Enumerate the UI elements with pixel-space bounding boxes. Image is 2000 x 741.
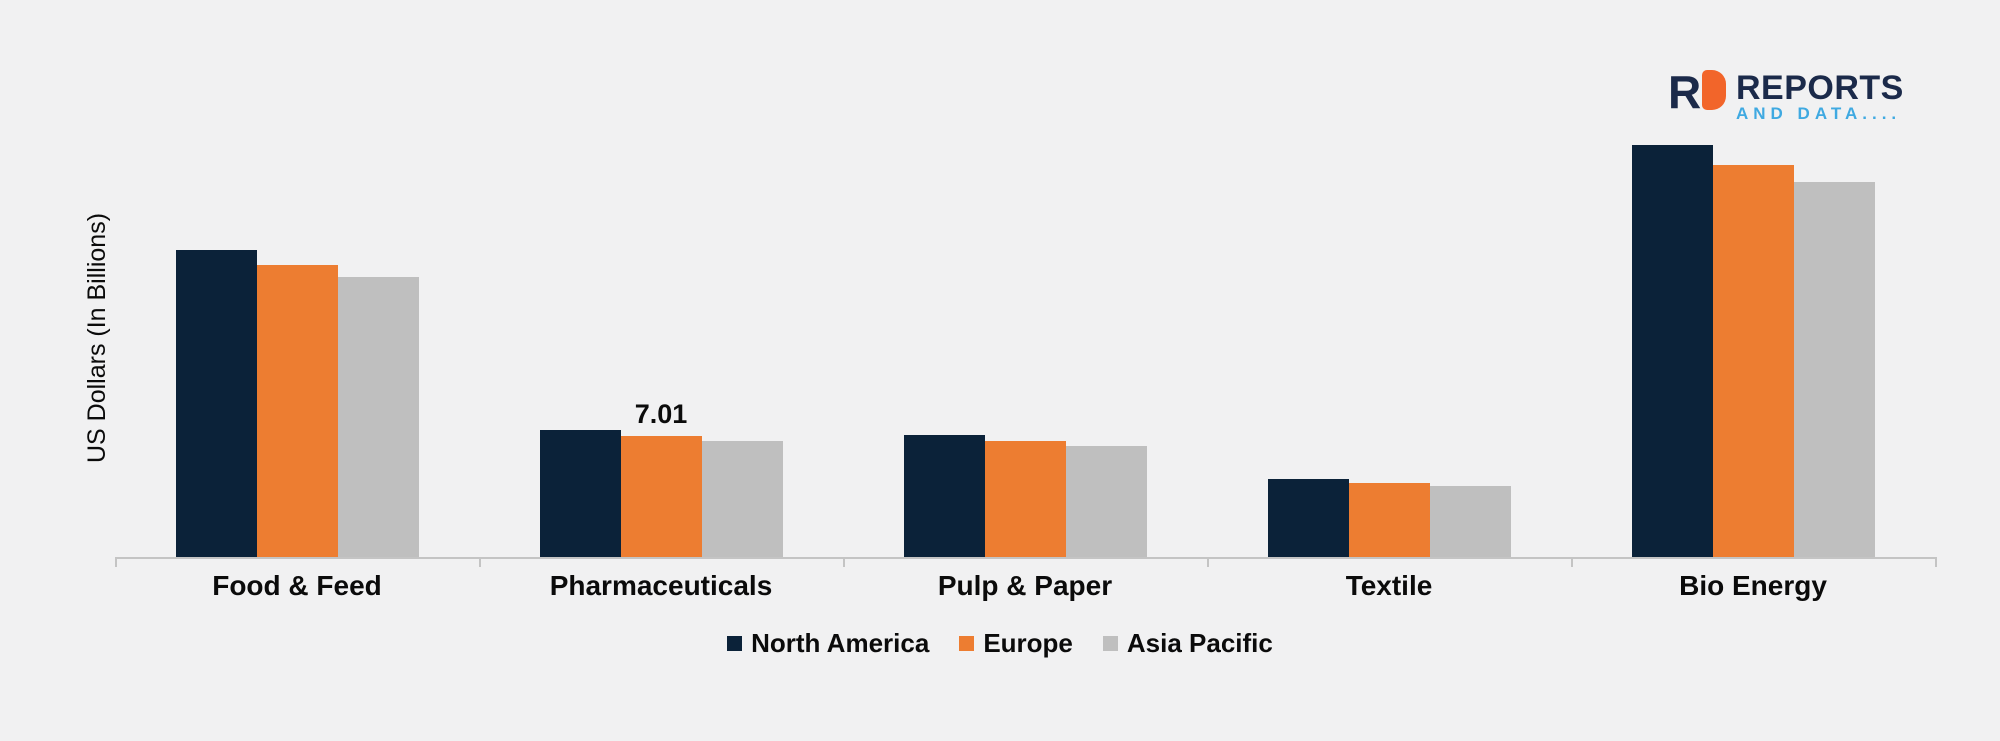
legend-swatch-icon — [959, 636, 975, 651]
x-axis-label-2: Pulp & Paper — [937, 570, 1113, 601]
x-axis-tick — [115, 558, 117, 567]
legend-label: Europe — [983, 628, 1073, 658]
reports-and-data-logo: R REPORTS AND DATA.... — [1668, 66, 1904, 123]
logo-subtitle-dots: .... — [1862, 104, 1902, 123]
bar-3-2 — [1429, 486, 1511, 558]
bar-1-1 — [620, 436, 702, 558]
legend-item-1: Europe — [959, 628, 1073, 659]
logo-subtitle: AND DATA.... — [1736, 105, 1904, 123]
bar-0-1 — [256, 265, 338, 558]
bar-value-label: 7.01 — [634, 399, 688, 429]
x-axis-label-0: Food & Feed — [212, 570, 382, 601]
bar-3-0 — [1267, 479, 1349, 558]
bar-0-0 — [175, 250, 257, 558]
x-axis-label-4: Bio Energy — [1679, 570, 1827, 601]
legend-swatch-icon — [1102, 636, 1118, 651]
logo-title: REPORTS — [1736, 69, 1904, 107]
bar-4-0 — [1631, 145, 1713, 558]
bar-2-1 — [984, 441, 1066, 558]
logo-subtitle-text: AND DATA — [1736, 104, 1863, 123]
x-axis-label-3: Textile — [1345, 570, 1433, 601]
x-axis-tick — [1935, 558, 1937, 567]
logo-d-shape — [1702, 70, 1726, 110]
bar-4-2 — [1793, 182, 1875, 558]
x-axis-tick — [843, 558, 845, 567]
bar-3-1 — [1348, 483, 1430, 558]
legend-label: Asia Pacific — [1126, 628, 1273, 658]
bar-0-2 — [337, 277, 419, 558]
legend-label: North America — [751, 628, 930, 658]
x-axis-tick — [1207, 558, 1209, 567]
x-axis-line — [115, 557, 1937, 559]
x-axis-tick — [479, 558, 481, 567]
logo-r-letter: R — [1668, 66, 1701, 118]
x-axis-tick — [1571, 558, 1573, 567]
reports-and-data-logo-icon: R — [1668, 66, 1726, 118]
legend: North America Europe Asia Pacific — [0, 628, 2000, 659]
bar-1-0 — [539, 430, 621, 558]
legend-swatch-icon — [727, 636, 743, 651]
x-axis-label-1: Pharmaceuticals — [549, 570, 773, 601]
legend-item-0: North America — [727, 628, 929, 659]
logo-text: REPORTS AND DATA.... — [1736, 69, 1904, 123]
legend-item-2: Asia Pacific — [1102, 628, 1273, 659]
bar-4-1 — [1712, 165, 1794, 558]
bar-2-0 — [903, 435, 985, 558]
bar-2-2 — [1065, 446, 1147, 558]
bar-1-2 — [701, 441, 783, 558]
